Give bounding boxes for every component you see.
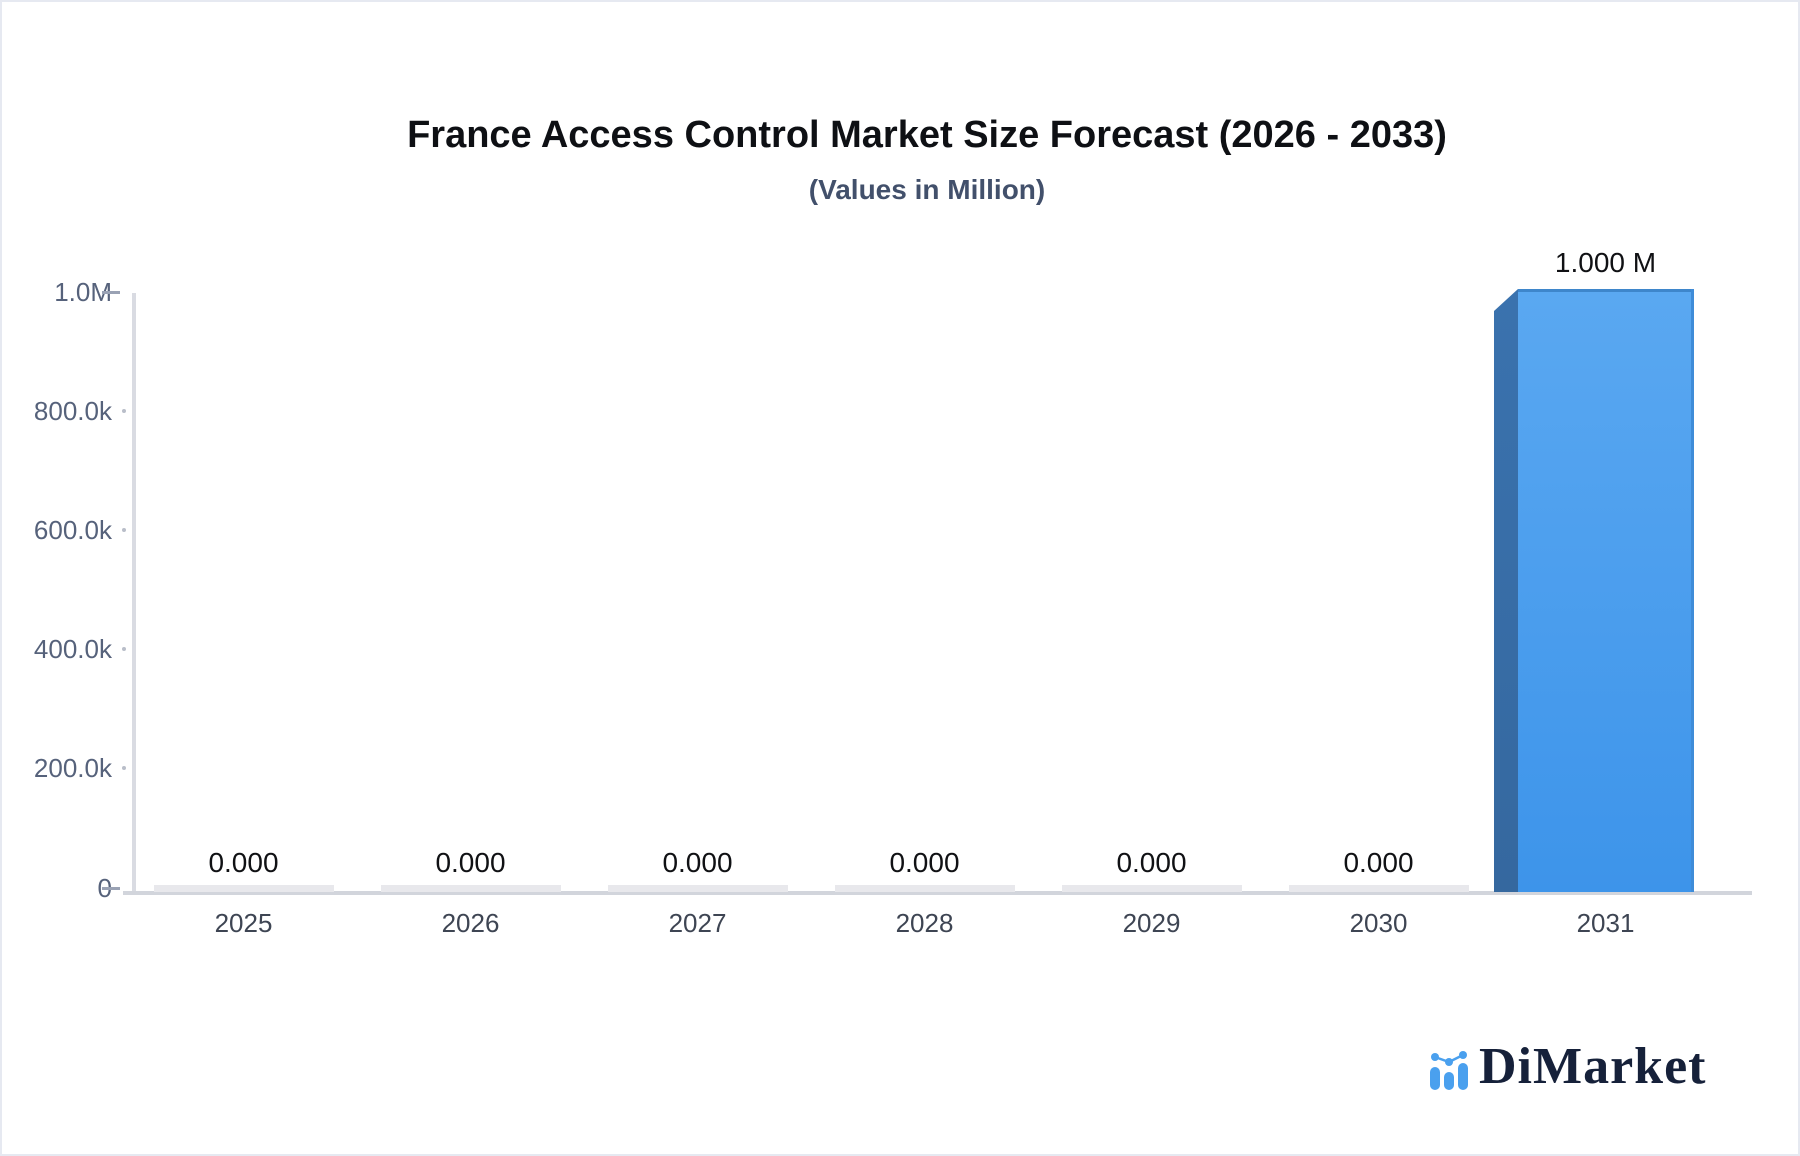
y-tick-label-1m: 1.0M xyxy=(54,277,112,307)
dimarket-logo: DiMarket xyxy=(1420,1038,1707,1095)
zero-value-bar xyxy=(607,885,788,892)
y-tick-mark-0 xyxy=(102,887,120,890)
y-tick-mark-1m xyxy=(102,291,120,294)
y-tick-label-800k: 800.0k xyxy=(33,396,112,426)
bar-line-chart-icon xyxy=(1430,1051,1468,1090)
x-tick-label-2028: 2028 xyxy=(895,908,954,938)
bar-value-label: 0.000 xyxy=(889,847,960,878)
x-tick-label-2030: 2030 xyxy=(1349,908,1408,938)
bar-group-2031: 1.000 M xyxy=(1492,247,1719,892)
y-tick-label-400k: 400.0k xyxy=(33,634,112,664)
x-tick-label-2027: 2027 xyxy=(668,908,727,938)
bar-value-label: 0.000 xyxy=(1116,847,1187,878)
y-axis-line xyxy=(132,293,136,891)
zero-value-bar xyxy=(380,885,561,892)
y-tick-label-0: 0 xyxy=(2,874,112,902)
bar-value-label: 0.000 xyxy=(662,847,733,878)
bar-group-2025: 0.000 xyxy=(130,289,357,892)
bar-value-label: 0.000 xyxy=(1343,847,1414,878)
x-tick-label-2026: 2026 xyxy=(441,908,500,938)
bar-value-label: 0.000 xyxy=(435,847,506,878)
y-tick-mark-200k xyxy=(122,766,126,770)
bar-2031 xyxy=(1494,289,1694,892)
zero-value-bar xyxy=(153,885,334,892)
plot-area: 0.000 0.000 0.000 0.000 0.000 0.000 1.00… xyxy=(130,247,1719,892)
chart-title: France Access Control Market Size Foreca… xyxy=(407,114,1447,156)
logo-text: DiMarket xyxy=(1479,1038,1707,1095)
y-tick-label-600k: 600.0k xyxy=(33,515,112,545)
y-tick-mark-600k xyxy=(122,528,126,532)
bar-group-2030: 0.000 xyxy=(1265,289,1492,892)
chart-subtitle: (Values in Million) xyxy=(808,174,1046,205)
bar-group-2027: 0.000 xyxy=(584,289,811,892)
zero-value-bar xyxy=(1288,885,1469,892)
y-tick-mark-400k xyxy=(122,647,126,651)
zero-value-bar xyxy=(1061,885,1242,892)
y-tick-mark-800k xyxy=(122,409,126,413)
bar-group-2029: 0.000 xyxy=(1038,289,1265,892)
bar-value-label: 1.000 M xyxy=(1554,247,1657,278)
x-tick-label-2025: 2025 xyxy=(214,908,273,938)
bar-group-2028: 0.000 xyxy=(811,289,1038,892)
y-tick-label-200k: 200.0k xyxy=(33,753,112,783)
x-axis-labels: 2025 2026 2027 2028 2029 2030 2031 xyxy=(130,908,1719,939)
bar-group-2026: 0.000 xyxy=(357,289,584,892)
x-axis-baseline xyxy=(123,891,1752,895)
x-tick-label-2031: 2031 xyxy=(1576,908,1635,938)
bar-value-label: 0.000 xyxy=(208,847,279,878)
x-tick-label-2029: 2029 xyxy=(1122,908,1181,938)
zero-value-bar xyxy=(834,885,1015,892)
